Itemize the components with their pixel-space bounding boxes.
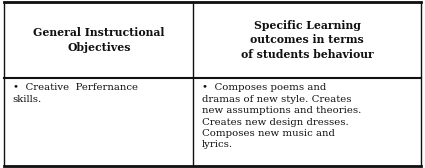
- Text: •  Composes poems and
dramas of new style. Creates
new assumptions and theories.: • Composes poems and dramas of new style…: [202, 83, 361, 149]
- Text: General Instructional
Objectives: General Instructional Objectives: [33, 27, 164, 53]
- Text: •  Creative  Perfernance
skills.: • Creative Perfernance skills.: [13, 83, 138, 104]
- Text: Specific Learning
outcomes in terms
of students behaviour: Specific Learning outcomes in terms of s…: [241, 20, 374, 60]
